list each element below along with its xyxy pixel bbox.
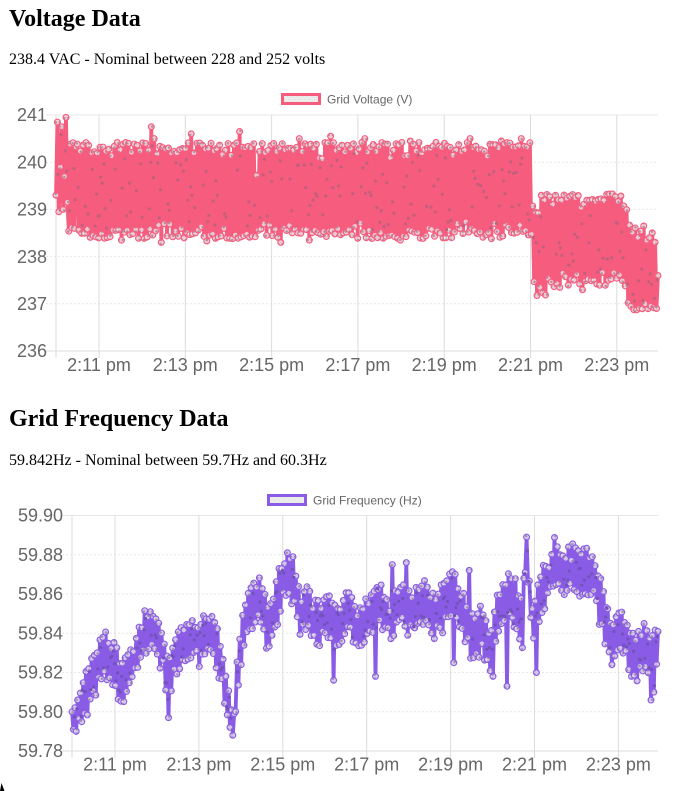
- svg-text:59.84: 59.84: [18, 623, 63, 643]
- svg-text:2:13 pm: 2:13 pm: [153, 355, 218, 375]
- svg-text:239: 239: [17, 200, 47, 220]
- svg-text:2:21 pm: 2:21 pm: [502, 755, 567, 775]
- svg-text:2:15 pm: 2:15 pm: [239, 355, 304, 375]
- svg-text:2:23 pm: 2:23 pm: [586, 755, 651, 775]
- svg-text:240: 240: [17, 152, 47, 172]
- svg-text:2:17 pm: 2:17 pm: [325, 355, 390, 375]
- svg-text:2:11 pm: 2:11 pm: [67, 355, 131, 375]
- svg-text:2:21 pm: 2:21 pm: [498, 355, 563, 375]
- svg-text:2:19 pm: 2:19 pm: [412, 355, 477, 375]
- svg-text:241: 241: [17, 105, 47, 125]
- svg-text:59.88: 59.88: [18, 545, 63, 565]
- svg-text:2:11 pm: 2:11 pm: [83, 755, 147, 775]
- svg-text:2:13 pm: 2:13 pm: [166, 755, 231, 775]
- svg-text:59.86: 59.86: [18, 584, 63, 604]
- svg-text:237: 237: [17, 294, 47, 314]
- svg-text:236: 236: [17, 341, 47, 361]
- svg-text:2:15 pm: 2:15 pm: [250, 755, 315, 775]
- svg-text:59.82: 59.82: [18, 663, 63, 683]
- svg-text:Grid Voltage (V): Grid Voltage (V): [327, 93, 412, 107]
- svg-text:59.80: 59.80: [18, 702, 63, 722]
- svg-text:2:19 pm: 2:19 pm: [418, 755, 483, 775]
- svg-text:Grid Frequency (Hz): Grid Frequency (Hz): [313, 494, 422, 508]
- svg-text:238: 238: [17, 247, 47, 267]
- svg-text:59.90: 59.90: [18, 506, 63, 526]
- svg-text:2:23 pm: 2:23 pm: [584, 355, 649, 375]
- svg-text:2:17 pm: 2:17 pm: [334, 755, 399, 775]
- svg-text:59.78: 59.78: [18, 741, 63, 761]
